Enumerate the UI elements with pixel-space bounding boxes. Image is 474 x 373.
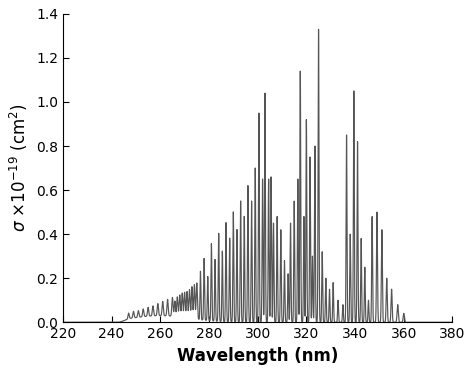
Y-axis label: $\sigma\ \mathregular{\times 10^{-19}}\ \mathregular{(cm^2)}$: $\sigma\ \mathregular{\times 10^{-19}}\ … bbox=[9, 104, 30, 232]
X-axis label: Wavelength (nm): Wavelength (nm) bbox=[177, 347, 338, 365]
